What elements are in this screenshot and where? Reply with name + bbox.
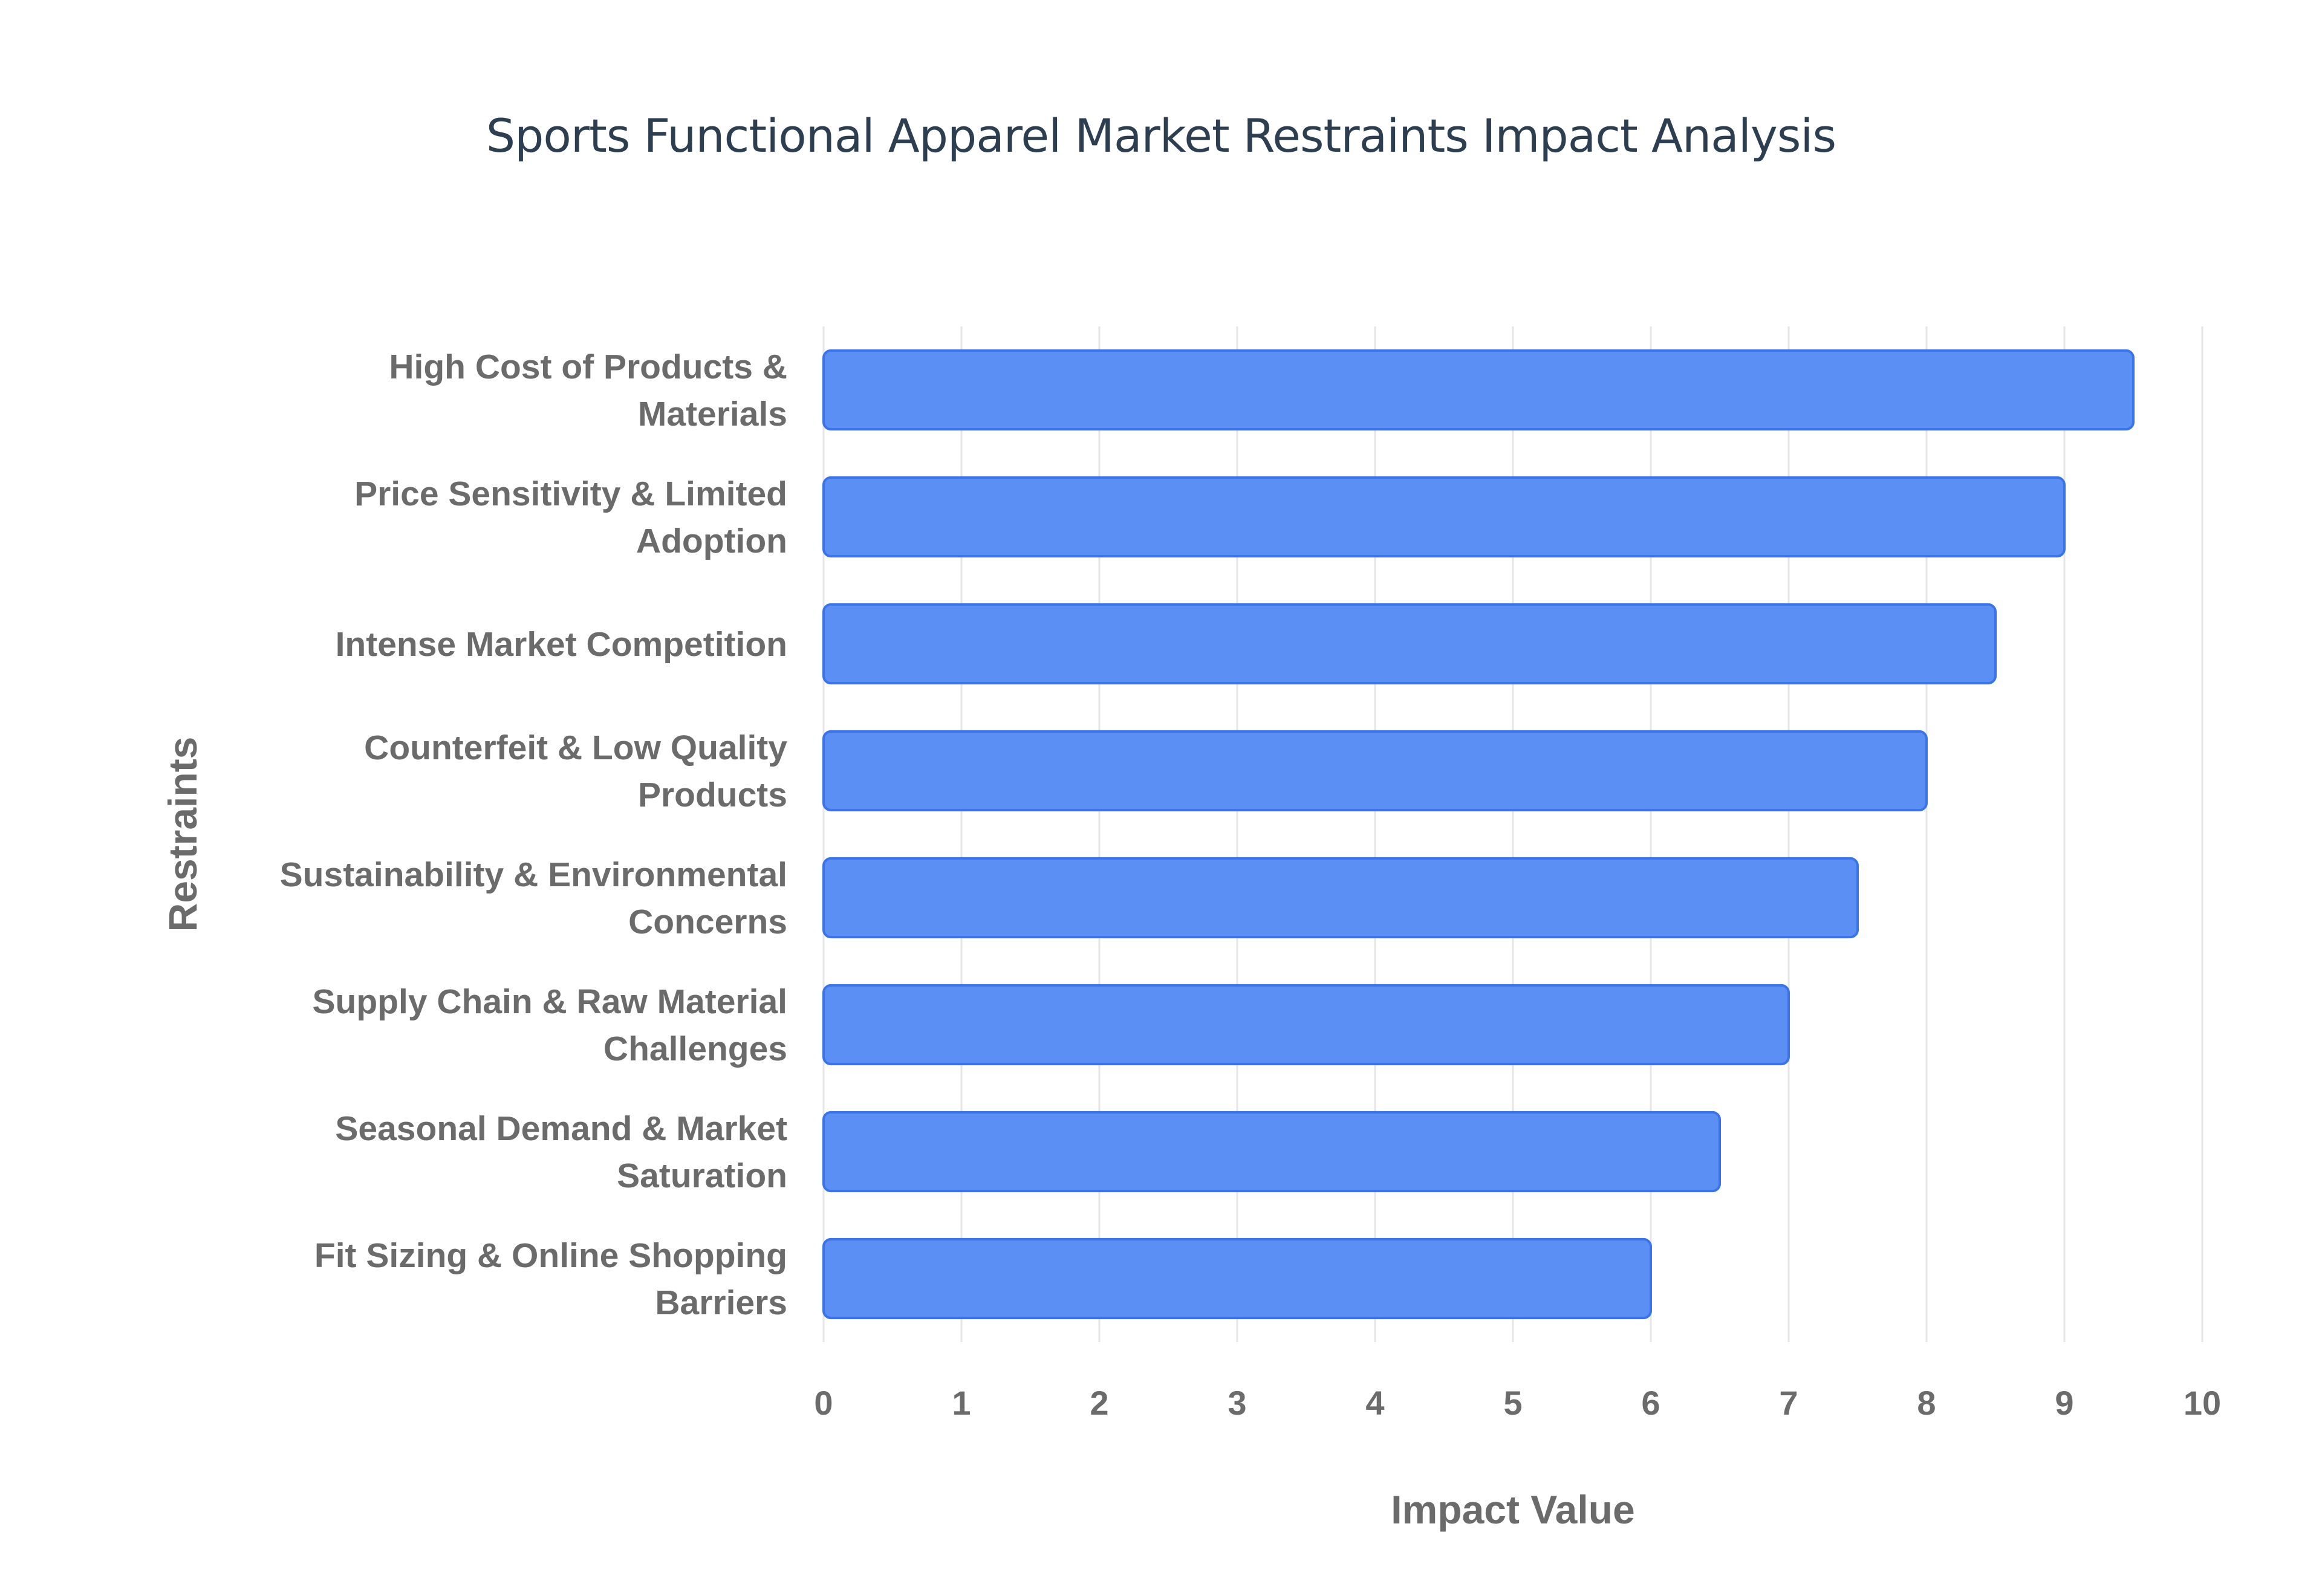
category-label-line: Saturation — [617, 1156, 787, 1195]
category-label-line: Concerns — [628, 903, 787, 941]
x-tick-label: 10 — [2184, 1384, 2221, 1422]
category-label-line: Seasonal Demand & Market — [335, 1109, 787, 1148]
bar[interactable] — [822, 349, 2135, 431]
bar[interactable] — [822, 476, 2066, 558]
x-tick-label: 7 — [1779, 1384, 1798, 1422]
bars — [822, 349, 2135, 1320]
x-tick-label: 3 — [1228, 1384, 1246, 1422]
x-tick-label: 2 — [1090, 1384, 1108, 1422]
x-tick-label: 5 — [1503, 1384, 1522, 1422]
category-label-line: Intense Market Competition — [336, 625, 787, 664]
category-label: Supply Chain & Raw Material Challenges — [313, 982, 787, 1068]
x-tick-label: 4 — [1365, 1384, 1384, 1422]
bar[interactable] — [822, 984, 1790, 1066]
category-label: Intense Market Competition — [336, 625, 787, 664]
category-label: Counterfeit & Low Quality Products — [364, 728, 787, 814]
y-axis-title: Restraints — [160, 737, 205, 932]
chart-title: Sports Functional Apparel Market Restrai… — [486, 109, 1836, 163]
category-label-line: Price Sensitivity & Limited — [354, 475, 787, 513]
x-axis-title: Impact Value — [1391, 1487, 1635, 1532]
category-label-line: Fit Sizing & Online Shopping — [314, 1236, 787, 1275]
x-tick-label: 6 — [1641, 1384, 1660, 1422]
x-tick-label: 8 — [1917, 1384, 1936, 1422]
category-label: Price Sensitivity & Limited Adoption — [354, 475, 787, 560]
category-label: Fit Sizing & Online Shopping Barriers — [314, 1236, 787, 1322]
category-label-line: Adoption — [636, 522, 787, 560]
category-label-line: Challenges — [603, 1030, 787, 1068]
category-labels: High Cost of Products & Materials Price Se… — [280, 348, 788, 1322]
category-label-line: Barriers — [655, 1283, 787, 1322]
category-label-line: Sustainability & Environmental — [280, 855, 787, 894]
bar[interactable] — [822, 857, 1859, 939]
category-label-line: High Cost of Products & — [389, 348, 787, 386]
x-tick-label: 1 — [952, 1384, 971, 1422]
category-label: High Cost of Products & Materials — [389, 348, 787, 433]
x-tick-labels: 0 1 2 3 4 5 6 7 8 9 10 — [814, 1384, 2221, 1422]
bar[interactable] — [822, 603, 1997, 685]
category-label-line: Materials — [638, 395, 787, 433]
bar[interactable] — [822, 1111, 1721, 1193]
x-tick-label: 0 — [814, 1384, 833, 1422]
category-label-line: Products — [638, 776, 787, 814]
bar[interactable] — [822, 730, 1928, 812]
category-label: Seasonal Demand & Market Saturation — [335, 1109, 787, 1195]
x-tick-label: 9 — [2055, 1384, 2073, 1422]
bar[interactable] — [822, 1238, 1652, 1320]
category-label-line: Counterfeit & Low Quality — [364, 728, 787, 767]
category-label-line: Supply Chain & Raw Material — [313, 982, 787, 1021]
category-label: Sustainability & Environmental Concerns — [280, 855, 787, 941]
